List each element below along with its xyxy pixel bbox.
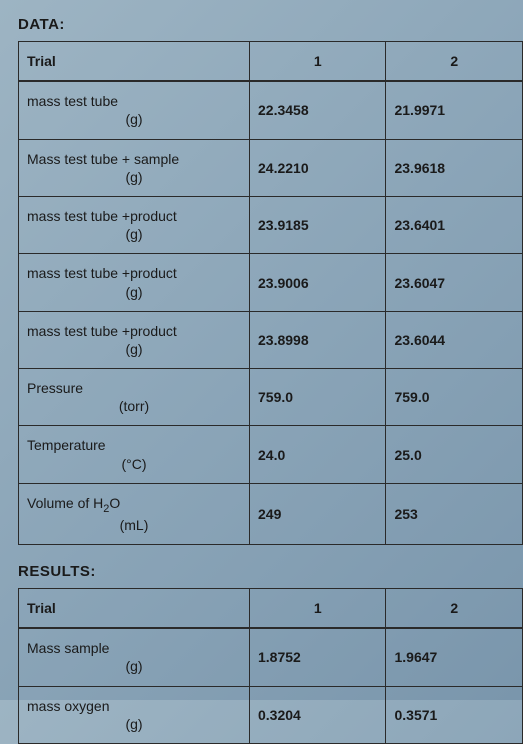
- value-trial-2: 253: [386, 483, 523, 544]
- results-table: Trial 1 2: [18, 588, 523, 628]
- value-trial-2: 23.6401: [386, 196, 523, 253]
- row-label: Volume of H2O(mL): [19, 483, 250, 544]
- trial-number-1: 1: [250, 588, 386, 627]
- table-row: Mass test tube + sample(g)24.221023.9618: [19, 139, 523, 196]
- table-row: Mass sample(g)1.87521.9647: [19, 629, 523, 686]
- value-trial-2: 23.6047: [386, 254, 523, 311]
- trial-number-2: 2: [386, 42, 523, 81]
- value-trial-1: 1.8752: [250, 629, 386, 686]
- row-label: mass test tube +product(g): [19, 196, 250, 253]
- value-trial-1: 24.0: [250, 426, 386, 483]
- table-row: Trial 1 2: [19, 42, 523, 81]
- value-trial-2: 23.9618: [386, 139, 523, 196]
- table-row: mass test tube +product(g)23.900623.6047: [19, 254, 523, 311]
- value-trial-1: 23.8998: [250, 311, 386, 368]
- value-trial-2: 21.9971: [386, 82, 523, 139]
- value-trial-1: 23.9185: [250, 196, 386, 253]
- value-trial-2: 1.9647: [386, 629, 523, 686]
- table-row: mass test tube +product(g)23.918523.6401: [19, 196, 523, 253]
- table-row: mass test tube +product(g)23.899823.6044: [19, 311, 523, 368]
- results-header: RESULTS:: [18, 563, 523, 580]
- table-row: Temperature(°C)24.025.0: [19, 426, 523, 483]
- data-header: DATA:: [18, 16, 523, 33]
- table-row: mass oxygen(g)0.32040.3571: [19, 686, 523, 743]
- row-label: Temperature(°C): [19, 426, 250, 483]
- row-label: mass test tube(g): [19, 82, 250, 139]
- value-trial-2: 23.6044: [386, 311, 523, 368]
- value-trial-2: 0.3571: [386, 686, 523, 743]
- value-trial-2: 25.0: [386, 426, 523, 483]
- row-label: Pressure(torr): [19, 369, 250, 426]
- row-label: mass test tube +product(g): [19, 311, 250, 368]
- row-label: mass oxygen(g): [19, 686, 250, 743]
- value-trial-1: 24.2210: [250, 139, 386, 196]
- trial-label-cell: Trial: [19, 588, 250, 627]
- trial-label-cell: Trial: [19, 42, 250, 81]
- value-trial-1: 0.3204: [250, 686, 386, 743]
- value-trial-1: 22.3458: [250, 82, 386, 139]
- data-table: Trial 1 2: [18, 41, 523, 81]
- row-label: Mass sample(g): [19, 629, 250, 686]
- table-row: mass test tube(g)22.345821.9971: [19, 82, 523, 139]
- table-row: Volume of H2O(mL)249253: [19, 483, 523, 544]
- value-trial-1: 23.9006: [250, 254, 386, 311]
- data-rows: mass test tube(g)22.345821.9971Mass test…: [18, 81, 523, 545]
- trial-number-2: 2: [386, 588, 523, 627]
- results-rows: Mass sample(g)1.87521.9647mass oxygen(g)…: [18, 628, 523, 744]
- trial-number-1: 1: [250, 42, 386, 81]
- value-trial-2: 759.0: [386, 369, 523, 426]
- row-label: mass test tube +product(g): [19, 254, 250, 311]
- value-trial-1: 759.0: [250, 369, 386, 426]
- value-trial-1: 249: [250, 483, 386, 544]
- table-row: Pressure(torr)759.0759.0: [19, 369, 523, 426]
- row-label: Mass test tube + sample(g): [19, 139, 250, 196]
- table-row: Trial 1 2: [19, 588, 523, 627]
